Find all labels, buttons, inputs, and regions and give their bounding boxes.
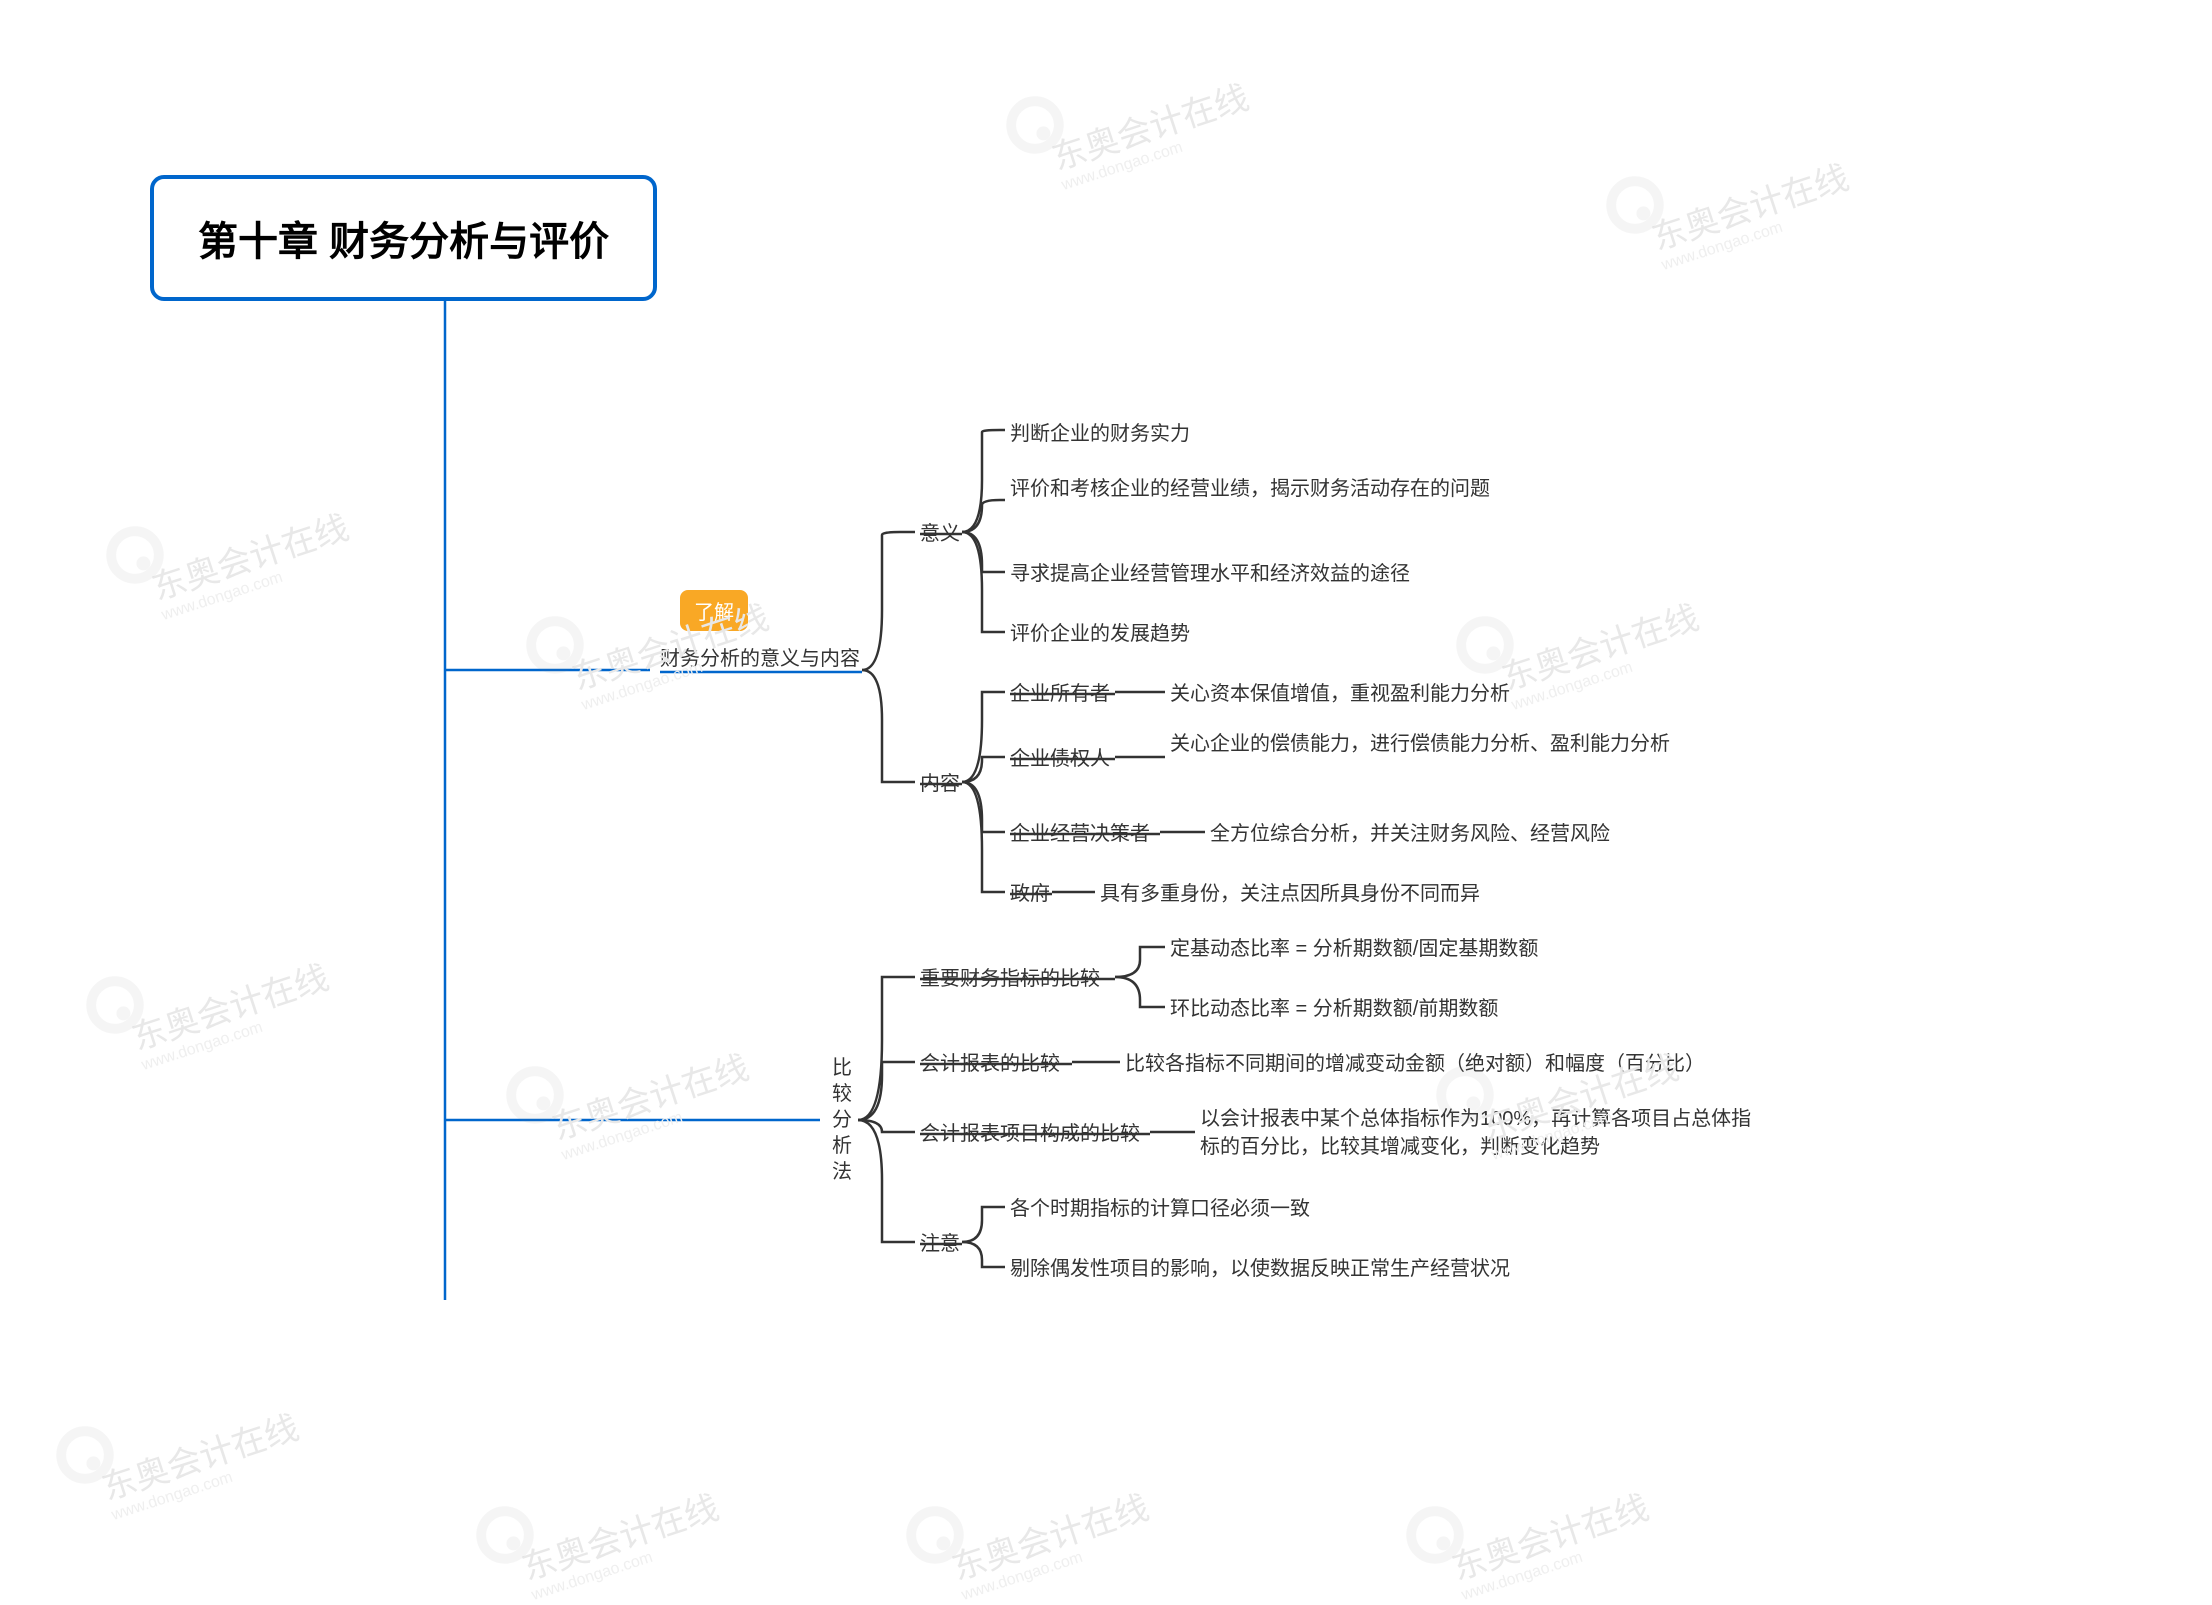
node-n1: 财务分析的意义与内容 (660, 645, 860, 673)
watermark: 东奥会计在线www.dongao.com (95, 1400, 309, 1525)
node-n121: 企业所有者 (1010, 680, 1110, 708)
node-n124d: 具有多重身份，关注点因所具身份不同而异 (1100, 880, 1480, 908)
node-n24: 注意 (920, 1230, 960, 1258)
node-n22d: 比较各指标不同期间的增减变动金额（绝对额）和幅度（百分比） (1125, 1050, 1705, 1078)
watermark: 东奥会计在线www.dongao.com (515, 1480, 729, 1605)
watermark: 东奥会计在线www.dongao.com (545, 1040, 759, 1165)
watermark: 东奥会计在线www.dongao.com (1045, 70, 1259, 195)
watermark: 东奥会计在线www.dongao.com (1495, 590, 1709, 715)
node-n23: 会计报表项目构成的比较 (920, 1120, 1140, 1148)
root-node: 第十章 财务分析与评价 (150, 175, 657, 301)
edge-n11-n113 (962, 532, 1005, 572)
node-n241: 各个时期指标的计算口径必须一致 (1010, 1195, 1310, 1223)
edge-n24-n242 (962, 1242, 1005, 1267)
watermark-icon (1450, 610, 1520, 680)
node-n113: 寻求提高企业经营管理水平和经济效益的途径 (1010, 560, 1410, 588)
node-n123d: 全方位综合分析，并关注财务风险、经营风险 (1210, 820, 1610, 848)
edge-n1-n12 (862, 670, 962, 784)
node-n2: 比 较 分 析 法 (830, 1055, 854, 1185)
node-n22: 会计报表的比较 (920, 1050, 1060, 1078)
watermark-icon (500, 1060, 570, 1130)
node-n112: 评价和考核企业的经营业绩，揭示财务活动存在的问题 (1010, 475, 1540, 503)
node-n21: 重要财务指标的比较 (920, 965, 1100, 993)
watermark-icon (1000, 90, 1070, 160)
understand-badge: 了解 (680, 590, 748, 631)
node-n122: 企业债权人 (1010, 745, 1110, 773)
edge-n11-n112 (962, 500, 1005, 532)
edge-n11-n111 (962, 430, 1005, 532)
node-n11: 意义 (920, 520, 960, 548)
node-n212: 环比动态比率 = 分析期数额/前期数额 (1170, 995, 1498, 1023)
node-n111: 判断企业的财务实力 (1010, 420, 1190, 448)
watermark: 东奥会计在线www.dongao.com (145, 500, 359, 625)
node-n114: 评价企业的发展趋势 (1010, 620, 1190, 648)
node-n124: 政府 (1010, 880, 1050, 908)
watermark-icon (100, 520, 170, 590)
node-n122d: 关心企业的偿债能力，进行偿债能力分析、盈利能力分析 (1170, 730, 1700, 758)
edge-n11-n114 (962, 532, 1005, 632)
node-n211: 定基动态比率 = 分析期数额/固定基期数额 (1170, 935, 1538, 963)
watermark-icon (900, 1500, 970, 1570)
watermark-icon (470, 1500, 540, 1570)
watermark-icon (1600, 170, 1670, 240)
node-n123: 企业经营决策者 (1010, 820, 1150, 848)
node-n242: 剔除偶发性项目的影响，以使数据反映正常生产经营状况 (1010, 1255, 1510, 1283)
edge-n24-n241 (962, 1207, 1005, 1242)
edge-n21-n211 (1115, 947, 1165, 977)
watermark-icon (50, 1420, 120, 1490)
watermark-icon (1400, 1500, 1470, 1570)
watermark: 东奥会计在线www.dongao.com (125, 950, 339, 1075)
edge-n2-n21 (858, 977, 1115, 1120)
watermark-icon (80, 970, 150, 1040)
edge-n21-n212 (1115, 977, 1165, 1007)
watermark: 东奥会计在线www.dongao.com (1445, 1480, 1659, 1605)
node-n12: 内容 (920, 770, 960, 798)
watermark: 东奥会计在线www.dongao.com (945, 1480, 1159, 1605)
edge-n1-n11 (862, 532, 962, 670)
node-n121d: 关心资本保值增值，重视盈利能力分析 (1170, 680, 1510, 708)
node-n23d: 以会计报表中某个总体指标作为100%，再计算各项目占总体指标的百分比，比较其增减… (1200, 1105, 1760, 1161)
watermark-icon (520, 610, 590, 680)
watermark: 东奥会计在线www.dongao.com (1645, 150, 1859, 275)
